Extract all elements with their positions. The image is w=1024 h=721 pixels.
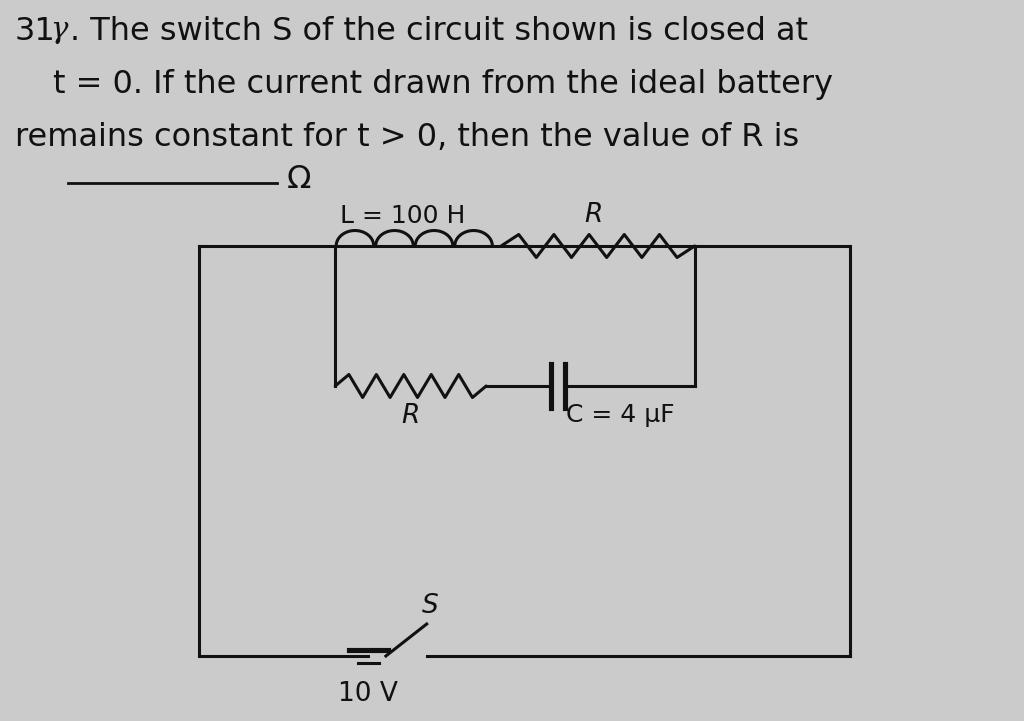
Text: L = 100 H: L = 100 H <box>340 204 466 228</box>
Text: S: S <box>422 593 438 619</box>
Text: 31: 31 <box>14 16 55 47</box>
Text: R: R <box>584 202 602 228</box>
Text: . The switch S of the circuit shown is closed at: . The switch S of the circuit shown is c… <box>70 16 808 47</box>
Text: R: R <box>401 403 420 429</box>
Text: Ω: Ω <box>287 164 311 195</box>
Text: remains constant for t > 0, then the value of R is: remains constant for t > 0, then the val… <box>14 122 799 153</box>
Text: γ: γ <box>50 16 68 44</box>
Text: 10 V: 10 V <box>339 681 398 707</box>
Text: C = 4 μF: C = 4 μF <box>566 403 675 427</box>
Text: t = 0. If the current drawn from the ideal battery: t = 0. If the current drawn from the ide… <box>53 69 834 100</box>
